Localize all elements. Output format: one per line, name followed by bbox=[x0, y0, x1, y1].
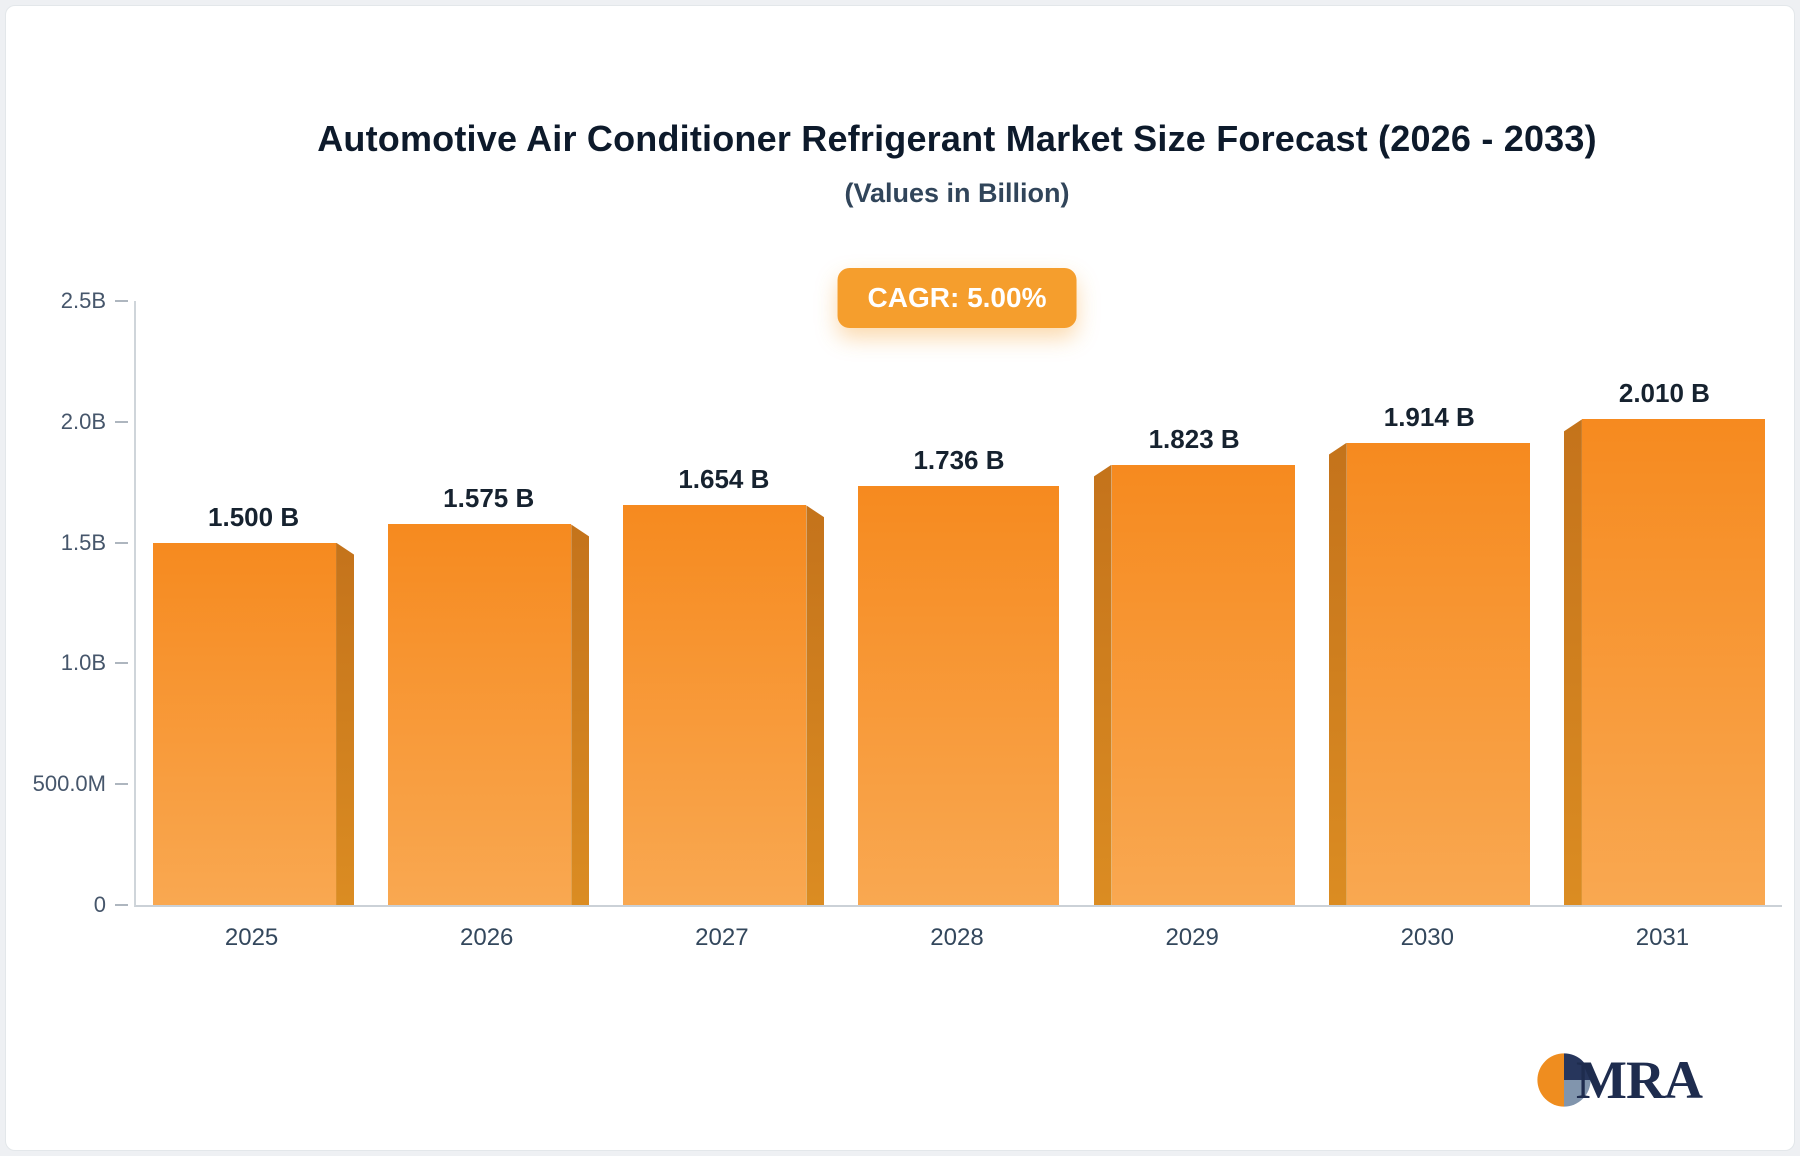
y-axis-tick: 1.0B bbox=[61, 650, 128, 676]
y-axis-tick-mark bbox=[115, 783, 128, 786]
chart-subtitle: (Values in Billion) bbox=[844, 178, 1070, 208]
y-axis-tick-label: 2.0B bbox=[60, 408, 106, 434]
bar-side-face bbox=[1328, 442, 1347, 905]
bar bbox=[1093, 464, 1295, 905]
bar-group: 1.575 B bbox=[371, 301, 606, 905]
y-axis-tick-label: 0 bbox=[93, 892, 106, 917]
x-axis-label: 2028 bbox=[930, 924, 984, 951]
bar-side-face bbox=[571, 524, 590, 905]
y-axis-tick-label: 500.0M bbox=[32, 771, 106, 797]
y-axis-tick-mark bbox=[115, 300, 128, 302]
y-axis-tick: 1.5B bbox=[61, 530, 128, 556]
y-axis-tick: 500.0M bbox=[33, 771, 128, 797]
bar-value-label: 1.823 B bbox=[1148, 423, 1240, 454]
bar-side-face bbox=[806, 505, 825, 905]
cagr-badge: CAGR: 5.00% bbox=[837, 268, 1077, 328]
bar-value-label: 2.010 B bbox=[1618, 378, 1710, 409]
bar-face bbox=[1581, 419, 1765, 905]
mra-logo-text: MRA bbox=[1576, 1050, 1703, 1110]
bar-chart-plot-area: 1.500 B 1.575 B 1.654 B 1.736 B 1.823 B 1.914… bbox=[134, 301, 1782, 907]
bar bbox=[153, 542, 355, 905]
bar-group: 2.010 B bbox=[1547, 301, 1782, 905]
x-axis-label: 2031 bbox=[1635, 924, 1690, 951]
bar bbox=[623, 505, 825, 905]
bar-value-label: 1.575 B bbox=[443, 483, 535, 514]
y-axis-tick-mark bbox=[115, 904, 128, 906]
bar-face bbox=[388, 524, 572, 905]
y-axis-tick: 0 bbox=[94, 892, 128, 918]
bar-face bbox=[1111, 464, 1295, 905]
y-axis-tick-mark bbox=[115, 541, 128, 544]
x-axis: 2025 2026 2027 2028 2029 2030 2031 bbox=[134, 924, 1780, 952]
chart-title: Automotive Air Conditioner Refrigerant M… bbox=[317, 118, 1597, 159]
bar-group: 1.500 B bbox=[136, 301, 371, 905]
bar-face bbox=[153, 542, 337, 905]
bar-side-face bbox=[1563, 419, 1582, 905]
x-axis-label: 2025 bbox=[224, 924, 279, 951]
y-axis: 2.5B 2.0B 1.5B 1.0B 500.0M 0 bbox=[6, 288, 128, 917]
x-axis-label: 2026 bbox=[460, 924, 514, 951]
bar-face bbox=[1346, 442, 1530, 905]
y-axis-tick: 2.5B bbox=[61, 288, 128, 314]
y-axis-tick-mark bbox=[115, 420, 128, 423]
bar-group: 1.914 B bbox=[1312, 301, 1547, 905]
bar bbox=[1328, 442, 1530, 905]
bar-group: 1.736 B bbox=[841, 301, 1076, 905]
bar-side-face bbox=[336, 542, 355, 905]
report-card: Automotive Air Conditioner Refrigerant M… bbox=[5, 5, 1795, 1151]
bar bbox=[1563, 419, 1765, 905]
bar-value-label: 1.914 B bbox=[1383, 401, 1475, 432]
bar-group: 1.823 B bbox=[1077, 301, 1312, 905]
y-axis-tick-label: 1.5B bbox=[60, 529, 106, 555]
y-axis-tick-mark bbox=[115, 662, 128, 665]
mra-logo-pie-icon bbox=[1537, 1053, 1591, 1107]
bar bbox=[858, 485, 1060, 905]
y-axis-tick-label: 1.0B bbox=[60, 650, 106, 676]
x-axis-label: 2030 bbox=[1400, 924, 1454, 951]
y-axis-tick: 2.0B bbox=[61, 409, 128, 435]
x-axis-label: 2029 bbox=[1165, 924, 1219, 951]
bar-group: 1.654 B bbox=[606, 301, 841, 905]
bar bbox=[388, 524, 590, 905]
bar-face bbox=[623, 505, 807, 905]
bar-value-label: 1.500 B bbox=[208, 501, 300, 532]
bar-face bbox=[858, 485, 1060, 905]
mra-logo: MRA bbox=[1536, 1050, 1703, 1110]
bar-side-face bbox=[1093, 464, 1112, 905]
bars-container: 1.500 B 1.575 B 1.654 B 1.736 B 1.823 B 1.914… bbox=[136, 301, 1782, 905]
x-axis-label: 2027 bbox=[695, 924, 749, 951]
y-axis-tick-label: 2.5B bbox=[60, 288, 106, 313]
bar-value-label: 1.654 B bbox=[678, 464, 770, 495]
bar-value-label: 1.736 B bbox=[913, 444, 1005, 475]
